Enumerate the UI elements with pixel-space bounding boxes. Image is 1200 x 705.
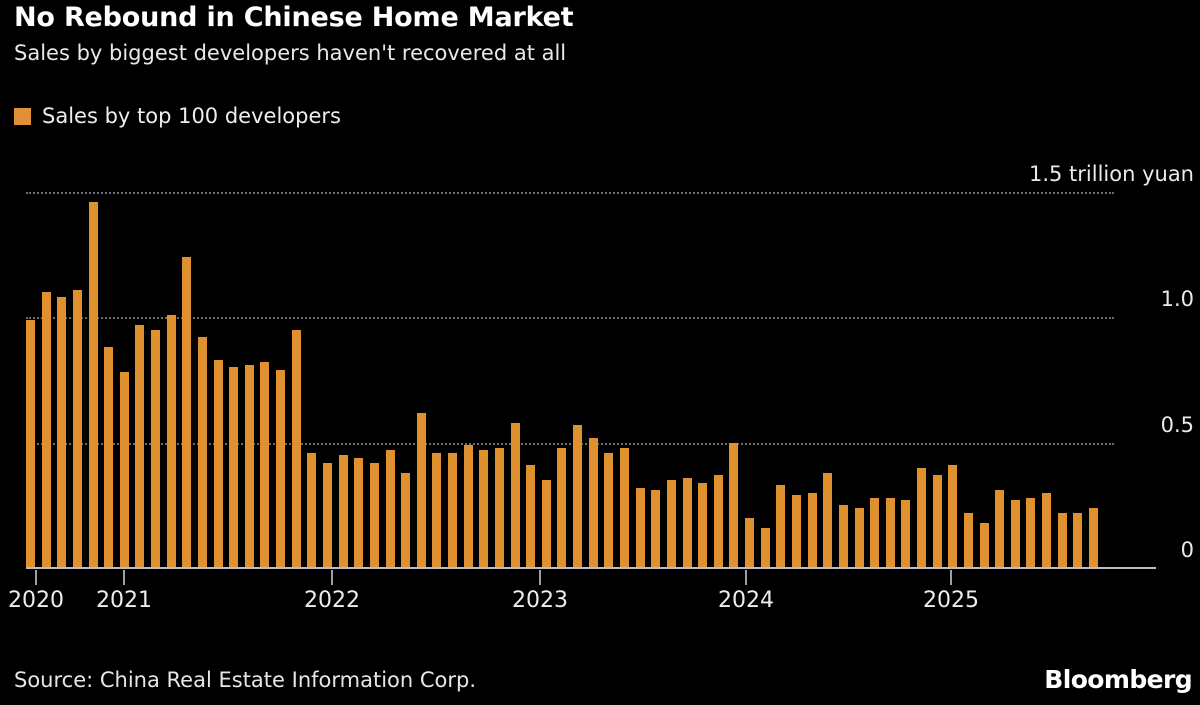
y-tick-label-0: 0 xyxy=(1180,538,1194,562)
bar-2020-08 xyxy=(119,372,129,568)
y-tick-label-0.5: 0.5 xyxy=(1160,412,1194,437)
bar-2021-03 xyxy=(213,359,223,568)
bar-2025-07 xyxy=(1026,497,1036,568)
x-tick-2021 xyxy=(123,570,125,585)
bar-2022-10 xyxy=(510,422,520,568)
bar-2025-05 xyxy=(995,490,1005,568)
bar-2022-05 xyxy=(432,452,442,568)
x-tick-label-2021: 2021 xyxy=(96,588,152,613)
bar-2022-08 xyxy=(479,450,489,568)
bar-2020-09 xyxy=(135,324,145,568)
bar-2022-11 xyxy=(526,465,536,568)
bar-2024-01 xyxy=(745,517,755,568)
x-axis-line xyxy=(26,567,1156,569)
page-subtitle: Sales by biggest developers haven't reco… xyxy=(14,41,567,65)
bar-series xyxy=(26,192,1114,568)
bar-2021-12 xyxy=(354,457,364,568)
bar-2023-02 xyxy=(573,425,583,568)
bar-undefined xyxy=(1088,507,1098,568)
bar-2022-02 xyxy=(385,450,395,568)
bar-2023-11 xyxy=(713,475,723,568)
bar-2022-06 xyxy=(448,452,458,568)
bar-2020-05 xyxy=(72,289,82,568)
x-tick-2024 xyxy=(745,570,747,585)
x-tick-label-2024: 2024 xyxy=(718,588,774,613)
bar-2020-07 xyxy=(104,347,114,568)
bar-2020-03 xyxy=(41,292,51,568)
bar-2024-04 xyxy=(791,495,801,568)
bar-2021-02 xyxy=(197,337,207,568)
bar-2021-11 xyxy=(338,455,348,568)
bar-2021-10 xyxy=(323,462,332,568)
bar-2021-05 xyxy=(244,364,254,568)
legend-item-label: Sales by top 100 developers xyxy=(42,104,341,128)
bar-2024-03 xyxy=(776,485,786,568)
bar-undefined xyxy=(1073,512,1083,568)
bar-2022-03 xyxy=(401,472,411,568)
source-note: Source: China Real Estate Information Co… xyxy=(14,668,477,692)
x-tick-2022 xyxy=(331,570,333,585)
bar-2022-07 xyxy=(463,445,473,568)
bar-2023-06 xyxy=(635,487,645,568)
x-tick-2020 xyxy=(35,570,37,585)
bar-2023-08 xyxy=(666,480,676,568)
legend-swatch-icon xyxy=(14,107,31,125)
x-tick-label-2023: 2023 xyxy=(512,588,568,613)
bar-2023-04 xyxy=(604,452,614,568)
bar-2021-06 xyxy=(260,362,270,568)
bar-2024-06 xyxy=(823,472,833,568)
bar-2024-08 xyxy=(854,507,864,568)
bar-2024-12 xyxy=(917,467,927,568)
bar-2020-04 xyxy=(57,297,67,568)
bar-2022-12 xyxy=(541,480,551,568)
bar-2024-09 xyxy=(870,497,880,568)
bar-2024-11 xyxy=(901,500,911,568)
gridline-0.5 xyxy=(26,442,1114,445)
page-title: No Rebound in Chinese Home Market xyxy=(14,2,574,33)
chart-legend: Sales by top 100 developers xyxy=(14,104,341,128)
bar-2021-07 xyxy=(276,369,286,568)
bar-2025-08 xyxy=(1042,492,1052,568)
bar-2020-02 xyxy=(26,319,35,568)
bloomberg-logo: Bloomberg xyxy=(1044,665,1192,694)
bar-2025-04 xyxy=(979,522,989,568)
bar-2024-02 xyxy=(760,527,770,568)
x-tick-label-2022: 2022 xyxy=(304,588,360,613)
y-tick-label-1.5: 1.5 trillion yuan xyxy=(1028,162,1194,186)
bar-2023-07 xyxy=(651,490,661,568)
bar-2021-04 xyxy=(229,367,239,568)
bar-2025-09 xyxy=(1057,512,1067,568)
x-tick-label-2020: 2020 xyxy=(8,588,64,613)
bar-2020-06 xyxy=(88,202,98,568)
gridline-1 xyxy=(26,317,1114,320)
x-tick-label-2025: 2025 xyxy=(923,588,979,613)
bar-2023-01 xyxy=(557,447,567,568)
bar-2025-01 xyxy=(932,475,942,568)
bar-2023-12 xyxy=(729,442,739,568)
bar-2021-09 xyxy=(307,452,317,568)
bar-2025-06 xyxy=(1010,500,1020,568)
bar-2022-04 xyxy=(416,412,426,568)
bar-2023-05 xyxy=(620,447,630,568)
x-tick-2025 xyxy=(950,570,952,585)
gridline-1.5 xyxy=(26,192,1114,194)
bar-2020-11 xyxy=(166,314,176,568)
bar-2025-03 xyxy=(963,512,973,568)
plot-area xyxy=(26,192,1114,568)
bar-2023-09 xyxy=(682,477,692,568)
bar-2021-08 xyxy=(291,329,301,568)
bar-2022-01 xyxy=(369,462,379,568)
bar-2021-01 xyxy=(182,257,192,568)
bar-2025-02 xyxy=(948,465,958,568)
bar-2023-03 xyxy=(588,437,598,568)
bar-2024-05 xyxy=(807,492,817,568)
bar-2020-10 xyxy=(151,329,161,568)
y-tick-label-1: 1.0 xyxy=(1160,287,1194,312)
bar-2024-10 xyxy=(885,497,895,568)
bar-2023-10 xyxy=(698,482,708,568)
x-tick-2023 xyxy=(539,570,541,585)
bar-2024-07 xyxy=(838,505,848,568)
bar-2022-09 xyxy=(494,447,504,568)
